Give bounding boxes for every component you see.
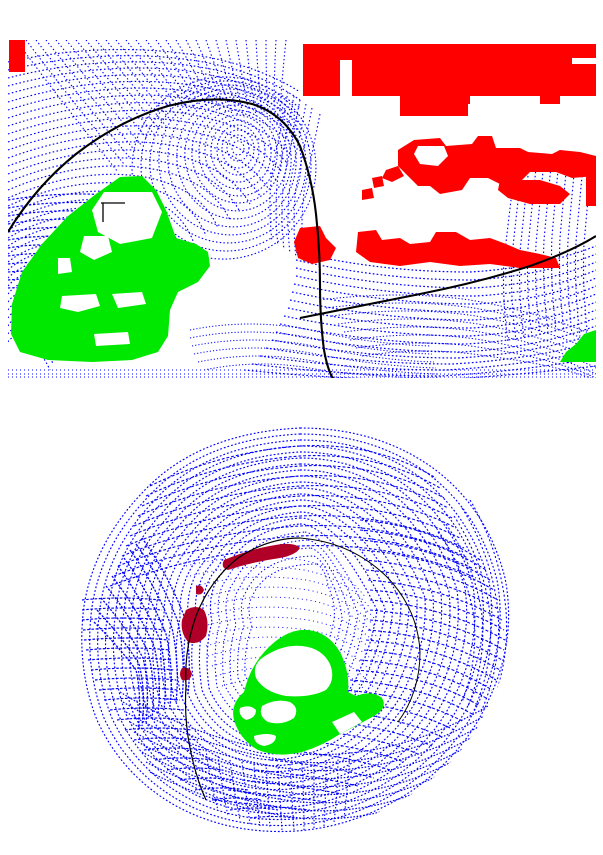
poloidal-cross-section-canvas [0,400,603,855]
black-separatrix-lower [299,235,596,320]
black-tick-mark [101,202,125,222]
red-arc-patch [222,543,300,570]
red-hole-center [414,146,448,166]
red-band-mid [400,104,468,116]
red-blob-center [398,136,596,194]
red-tail-left [362,166,404,200]
top-red-regions [9,40,596,268]
red-patch-upper-left [9,40,25,72]
red-lobe-right-arm [498,180,570,204]
black-separatrix-arch [8,98,334,378]
top-green-regions [11,176,596,362]
top-panel [0,0,603,400]
black-outer-arc [299,537,421,723]
rectangular-field-map-canvas [0,0,603,400]
bottom-panel [0,400,603,855]
green-island-hole-4 [254,734,276,746]
green-hole-3 [58,258,72,274]
green-island-hole-3 [239,706,256,720]
green-hole-6 [94,332,130,346]
red-region-upper-right-b [303,44,336,56]
red-bottom-band [356,230,560,268]
green-hole-4 [60,294,100,312]
green-island-hole-2 [260,700,297,724]
red-region-upper-right [303,44,596,104]
green-island-hole-1 [254,645,333,697]
red-patch-right-edge [586,172,596,206]
green-hole-2 [80,236,112,260]
red-bottom-left-lobe [294,226,336,264]
black-inner-curve [185,537,301,687]
blob-red-patches [180,543,300,681]
red-speck-patch [196,585,204,595]
blob-black-curve [184,537,421,801]
green-hole-5 [112,292,146,308]
top-separatrix-curves [8,98,596,378]
green-island-notch [332,712,362,734]
green-hole-1 [92,192,162,244]
blob-contour-lines [81,427,510,833]
green-region-lower-left [11,176,210,362]
black-inner-curve-lower [184,685,207,801]
blob-green-island [233,629,384,755]
green-patch-lower-right [560,330,596,362]
red-blob-patch [181,607,208,644]
